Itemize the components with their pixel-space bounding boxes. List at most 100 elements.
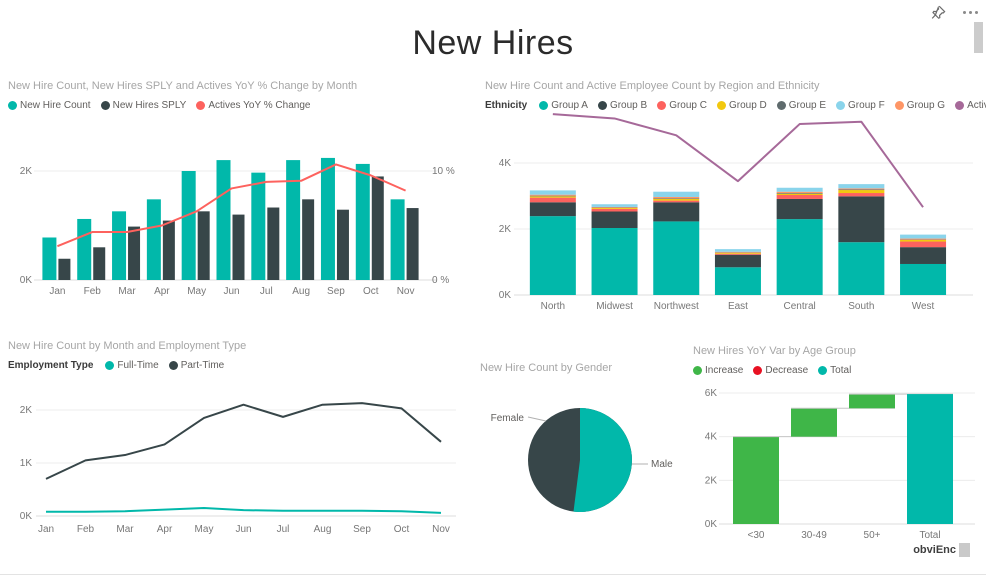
combo-bar-line-chart[interactable]: 2K 0K 10 % 0 % Jan Feb Mar Apr May Jun Jul Aug Sep Oc…	[8, 111, 463, 305]
legend-item-label: Actives YoY % Change	[208, 100, 311, 111]
legend-item[interactable]: Part-Time	[168, 360, 225, 371]
legend-item[interactable]: Full-Time	[105, 360, 159, 371]
vertical-scrollbar-thumb[interactable]	[974, 22, 983, 53]
legend-dot-icon	[894, 101, 904, 110]
legend-item[interactable]: Group F	[836, 100, 885, 111]
chart-title: New Hire Count and Active Employee Count…	[485, 80, 820, 92]
legend-item[interactable]: New Hire Count	[8, 100, 91, 111]
svg-text:Midwest: Midwest	[596, 301, 633, 312]
scrollbar-corner[interactable]	[959, 543, 970, 557]
svg-text:North: North	[541, 301, 565, 312]
legend-item[interactable]: Total	[818, 365, 851, 376]
svg-text:10 %: 10 %	[432, 166, 455, 177]
chart-title: New Hires YoY Var by Age Group	[693, 345, 856, 357]
legend-dot-icon	[955, 101, 965, 110]
legend-item[interactable]: Group A	[539, 100, 588, 111]
panel-yoy-var-by-age: New Hires YoY Var by Age Group Increase D…	[693, 345, 980, 563]
pie-chart[interactable]: Female Male	[480, 374, 685, 542]
svg-text:Jul: Jul	[277, 524, 290, 535]
watermark-logo: obviEnc	[913, 544, 956, 556]
legend-dot-icon	[539, 101, 549, 110]
svg-text:2K: 2K	[20, 405, 33, 416]
svg-text:Jul: Jul	[260, 286, 273, 297]
svg-text:0K: 0K	[499, 290, 512, 301]
legend-dot-icon	[168, 361, 178, 370]
svg-text:0K: 0K	[705, 519, 718, 530]
svg-text:Total: Total	[919, 530, 940, 541]
more-options-icon[interactable]	[961, 9, 980, 16]
svg-text:<30: <30	[748, 530, 765, 541]
report-actions	[928, 2, 980, 23]
legend-item[interactable]: Increase	[693, 365, 743, 376]
chart-title: New Hire Count, New Hires SPLY and Activ…	[8, 80, 358, 92]
legend-item[interactable]: Decrease	[753, 365, 808, 376]
svg-text:1K: 1K	[20, 458, 33, 469]
legend-item[interactable]: Group B	[597, 100, 648, 111]
panel-hires-by-employment-type: New Hire Count by Month and Employment T…	[8, 340, 463, 540]
svg-text:South: South	[848, 301, 874, 312]
svg-text:Sep: Sep	[353, 524, 371, 535]
legend-dot-icon	[196, 101, 206, 110]
chart-legend: Ethnicity Group A Group B Group C Group D Gro…	[485, 100, 986, 111]
legend-dot-icon	[105, 361, 115, 370]
svg-text:Nov: Nov	[432, 524, 450, 535]
legend-item-label: Group B	[609, 100, 648, 111]
legend-item-label: Group D	[728, 100, 767, 111]
legend-item[interactable]: Group E	[776, 100, 826, 111]
svg-text:0 %: 0 %	[432, 275, 449, 286]
svg-text:2K: 2K	[705, 475, 718, 486]
legend-series-label: Employment Type	[8, 360, 94, 371]
legend-dot-icon	[716, 101, 726, 110]
svg-text:Nov: Nov	[397, 286, 415, 297]
panel-new-hires-by-month: New Hire Count, New Hires SPLY and Activ…	[8, 80, 463, 317]
svg-text:Female: Female	[491, 413, 525, 424]
chart-title: New Hire Count by Gender	[480, 362, 613, 374]
legend-dot-icon	[693, 366, 702, 375]
chart-legend: Employment Type Full-Time Part-Time	[8, 360, 463, 371]
svg-text:0K: 0K	[20, 275, 33, 286]
legend-item-label: Full-Time	[117, 360, 159, 371]
svg-text:2K: 2K	[499, 224, 512, 235]
svg-text:East: East	[728, 301, 748, 312]
svg-text:4K: 4K	[499, 158, 512, 169]
pin-icon[interactable]	[928, 2, 949, 23]
legend-dot-icon	[818, 366, 828, 375]
svg-text:Feb: Feb	[84, 286, 102, 297]
svg-text:0K: 0K	[20, 511, 33, 522]
legend-item-label: Group A	[551, 100, 588, 111]
svg-text:6K: 6K	[705, 388, 718, 399]
svg-text:Sep: Sep	[327, 286, 345, 297]
panel-hires-by-region-ethnicity: New Hire Count and Active Employee Count…	[485, 80, 986, 328]
legend-item[interactable]: Active Employee Count	[955, 100, 986, 111]
svg-text:West: West	[912, 301, 935, 312]
svg-text:Oct: Oct	[363, 286, 379, 297]
svg-text:Jun: Jun	[223, 286, 239, 297]
legend-dot-icon	[657, 101, 667, 110]
legend-item-label: Part-Time	[180, 360, 225, 371]
stacked-bar-line-chart[interactable]: 0K 2K 4K North Midwest Northwest East Central So…	[485, 111, 979, 318]
legend-item-label: Group C	[669, 100, 707, 111]
legend-item-label: New Hires SPLY	[112, 100, 187, 111]
legend-item[interactable]: Group C	[657, 100, 707, 111]
legend-item[interactable]: Group D	[716, 100, 767, 111]
svg-text:May: May	[187, 286, 206, 297]
svg-text:Male: Male	[651, 459, 673, 470]
chart-legend: Increase Decrease Total	[693, 365, 980, 376]
page-title: New Hires	[412, 24, 574, 62]
svg-text:Apr: Apr	[154, 286, 170, 297]
legend-dot-icon	[776, 101, 786, 110]
legend-dot-icon	[836, 101, 846, 110]
line-chart[interactable]: 0K 1K 2K Jan Feb Mar Apr May Jun Jul Aug Sep Oct Nov	[8, 371, 463, 539]
legend-dot-icon	[753, 366, 763, 375]
legend-item[interactable]: Group G	[894, 100, 946, 111]
svg-text:Central: Central	[784, 301, 816, 312]
svg-text:2K: 2K	[20, 166, 33, 177]
legend-dot-icon	[100, 101, 110, 110]
svg-text:50+: 50+	[864, 530, 881, 541]
waterfall-chart[interactable]: 0K 2K 4K 6K <30 30-49 50+ Total	[693, 376, 980, 554]
svg-text:Mar: Mar	[116, 524, 134, 535]
legend-item[interactable]: New Hires SPLY	[100, 100, 187, 111]
legend-item-label: Group G	[906, 100, 946, 111]
legend-item[interactable]: Actives YoY % Change	[196, 100, 310, 111]
